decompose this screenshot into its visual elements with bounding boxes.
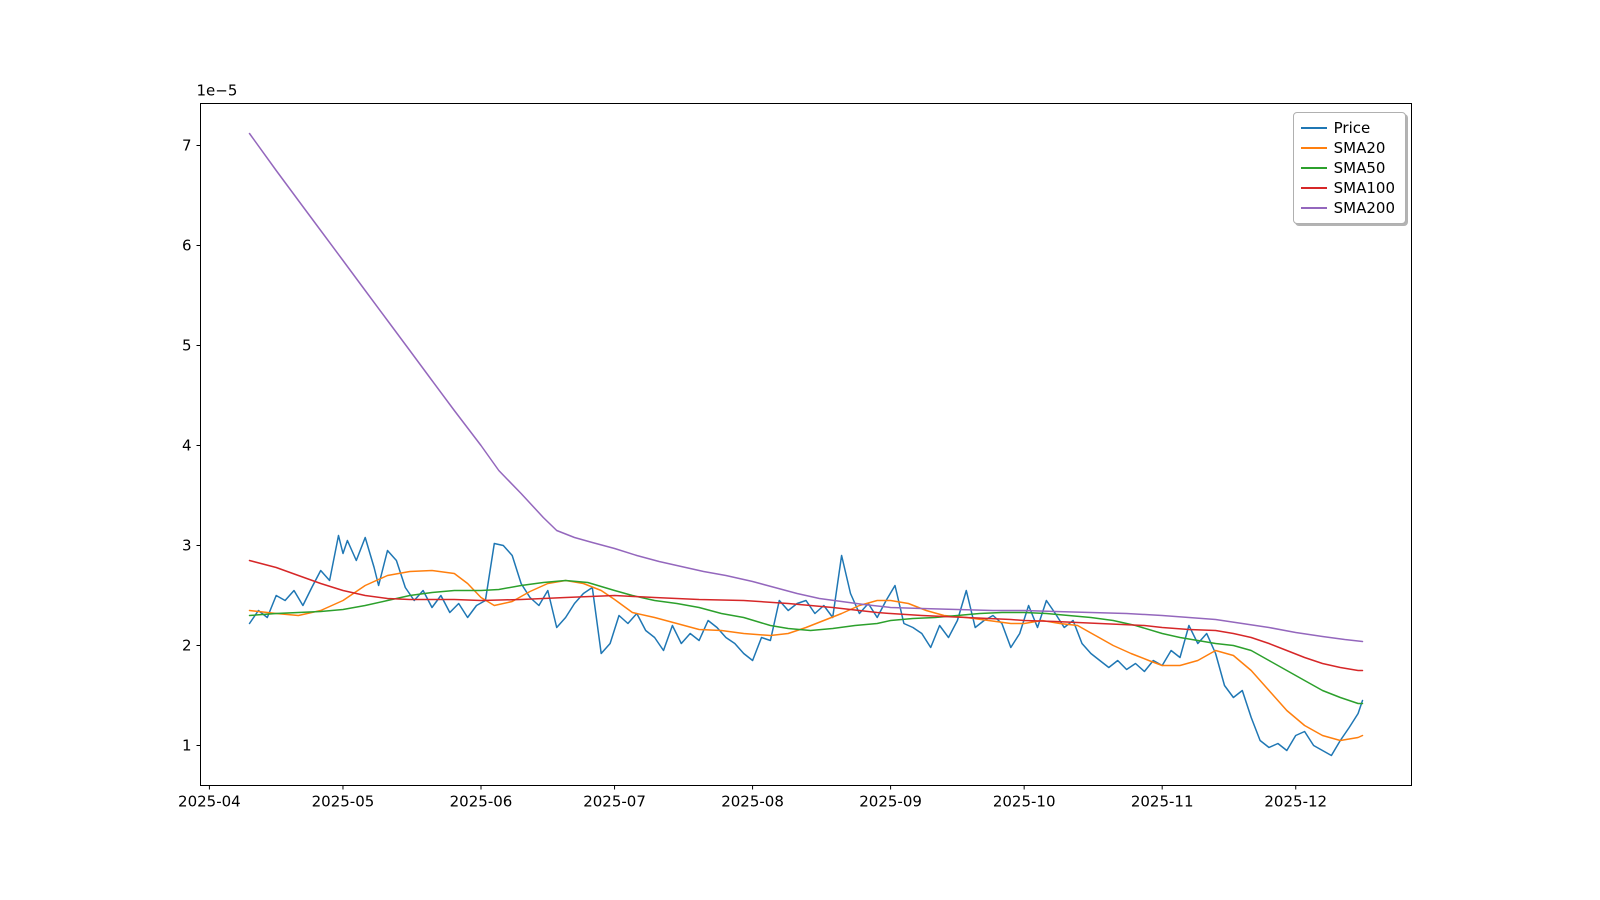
legend-swatch-sma20-line bbox=[1300, 147, 1327, 149]
plot-background bbox=[200, 103, 1412, 786]
series-line-sma50 bbox=[248, 579, 1364, 705]
x-tick-label: 2025-07 bbox=[583, 793, 646, 811]
x-tick-label: 2025-06 bbox=[450, 793, 513, 811]
legend-item-sma200: SMA200 bbox=[1300, 198, 1395, 218]
y-tick-label: 6 bbox=[182, 237, 192, 255]
legend-swatch-sma200-line bbox=[1300, 207, 1327, 209]
y-tick-label: 3 bbox=[182, 537, 192, 555]
x-tick-label: 2025-10 bbox=[993, 793, 1056, 811]
legend-swatch-sma50-line bbox=[1300, 167, 1327, 169]
series-line-sma200 bbox=[248, 132, 1364, 643]
legend-item-sma100: SMA100 bbox=[1300, 178, 1395, 198]
legend-item-sma20: SMA20 bbox=[1300, 138, 1395, 158]
legend-label-sma200: SMA200 bbox=[1333, 199, 1395, 217]
axes-spines bbox=[200, 103, 1412, 786]
legend-label-sma50: SMA50 bbox=[1333, 159, 1386, 177]
y-tick-label: 2 bbox=[182, 637, 192, 655]
series-line-sma20 bbox=[248, 569, 1364, 742]
legend-label-sma100: SMA100 bbox=[1333, 179, 1395, 197]
x-tick-label: 2025-08 bbox=[721, 793, 784, 811]
legend-label-price: Price bbox=[1333, 119, 1371, 137]
y-tick-label: 4 bbox=[182, 437, 192, 455]
legend-label-sma20: SMA20 bbox=[1333, 139, 1386, 157]
x-tick-label: 2025-05 bbox=[312, 793, 375, 811]
legend-swatch-sma100-line bbox=[1300, 187, 1327, 189]
x-tick-label: 2025-12 bbox=[1264, 793, 1327, 811]
y-tick-label: 7 bbox=[182, 137, 192, 155]
legend-item-price: Price bbox=[1300, 118, 1395, 138]
y-tick-label: 1 bbox=[182, 737, 192, 755]
legend: Price SMA20 SMA50 SMA100 SMA200 bbox=[1292, 112, 1406, 224]
x-tick-label: 2025-04 bbox=[178, 793, 241, 811]
x-tick-label: 2025-09 bbox=[859, 793, 922, 811]
legend-swatch-price-line bbox=[1300, 127, 1327, 129]
series-line-sma100 bbox=[248, 559, 1364, 672]
x-tick-label: 2025-11 bbox=[1131, 793, 1194, 811]
y-tick-label: 5 bbox=[182, 337, 192, 355]
y-axis-offset-text: 1e−5 bbox=[197, 82, 238, 100]
legend-item-sma50: SMA50 bbox=[1300, 158, 1395, 178]
